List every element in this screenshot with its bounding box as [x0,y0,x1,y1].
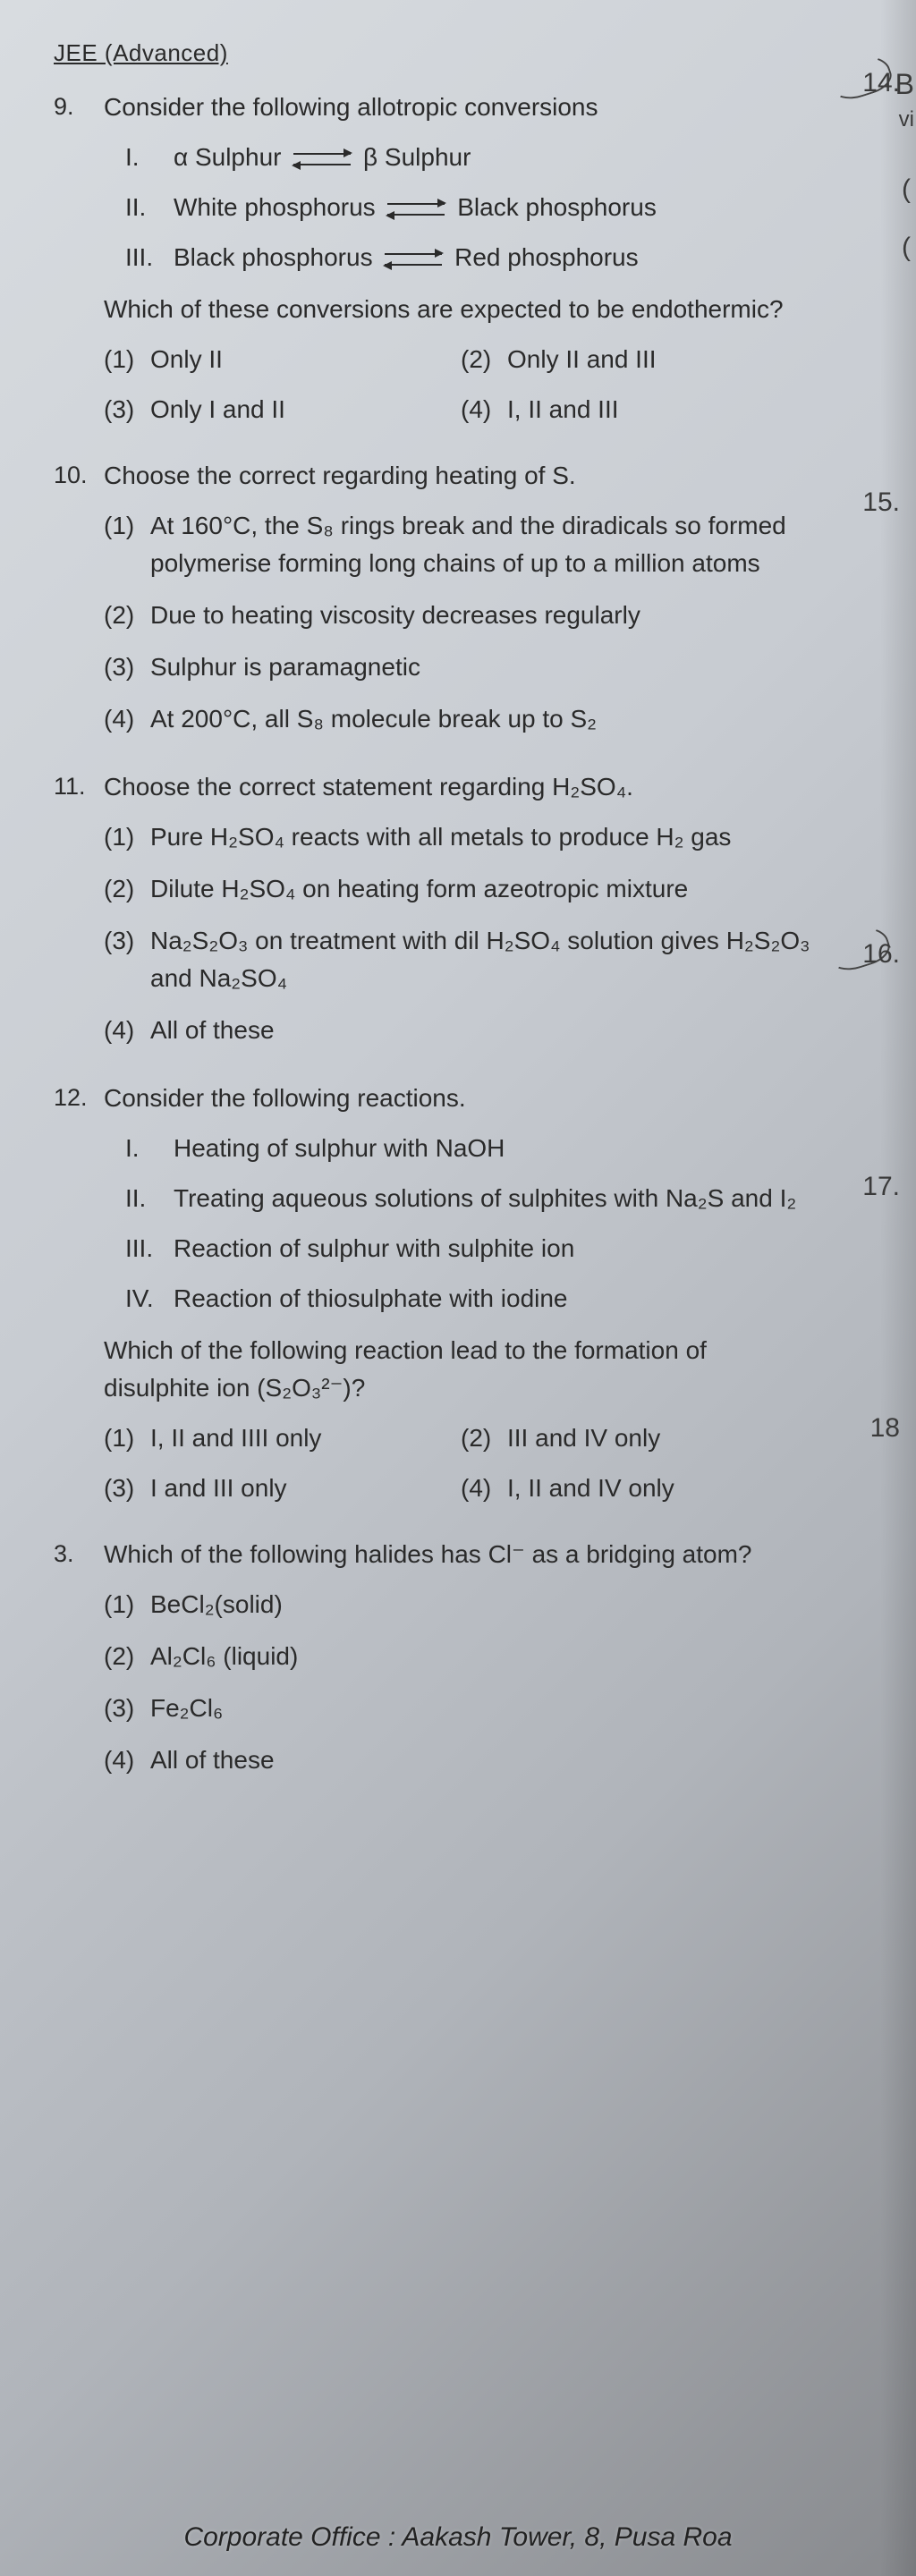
roman-item: I.Heating of sulphur with NaOH [125,1130,818,1167]
question-ask: Which of the following reaction lead to … [104,1332,818,1407]
equilibrium-arrow-icon [387,201,445,217]
option[interactable]: (2)Due to heating viscosity decreases re… [104,597,818,634]
margin-number: 15. [862,487,900,518]
option[interactable]: (1)Pure H₂SO₄ reacts with all metals to … [104,818,818,856]
page-content: JEE (Advanced) 9. Consider the following… [0,0,916,1793]
question-stem: Consider the following reactions. [104,1080,818,1117]
roman-numeral: I. [125,139,174,176]
option[interactable]: (3)Na₂S₂O₃ on treatment with dil H₂SO₄ s… [104,922,818,997]
roman-item: II. White phosphorus Black phosphorus [125,189,818,226]
margin-number: 18 [870,1413,900,1444]
question-stem: Consider the following allotropic conver… [104,89,818,126]
question-3: 3. Which of the following halides has Cl… [54,1536,889,1793]
option[interactable]: (4)All of these [104,1012,818,1049]
exam-header: JEE (Advanced) [54,36,889,71]
option[interactable]: (1)Only II [104,341,461,378]
question-stem: Choose the correct statement regarding H… [104,768,818,806]
option[interactable]: (3)Fe₂Cl₆ [104,1690,818,1727]
margin-paren: ( [902,174,911,205]
option[interactable]: (1)BeCl₂(solid) [104,1586,818,1623]
equilibrium-arrow-icon [293,151,351,167]
option[interactable]: (2)Dilute H₂SO₄ on heating form azeotrop… [104,870,818,908]
option[interactable]: (1)At 160°C, the S₈ rings break and the … [104,507,818,582]
roman-item: III. Black phosphorus Red phosphorus [125,239,818,276]
question-number: 11. [54,768,104,1063]
roman-item: II.Treating aqueous solutions of sulphit… [125,1180,818,1217]
option[interactable]: (1)I, II and IIII only [104,1419,461,1457]
roman-item: III.Reaction of sulphur with sulphite io… [125,1230,818,1267]
footer-text: Corporate Office : Aakash Tower, 8, Pusa… [0,2522,916,2553]
margin-number: 16. [862,939,900,970]
margin-text: vi [899,107,914,132]
margin-number: 17. [862,1172,900,1202]
option[interactable]: (4)All of these [104,1741,818,1779]
question-number: 3. [54,1536,104,1793]
question-10: 10. Choose the correct regarding heating… [54,457,889,752]
conversion-text: White phosphorus Black phosphorus [174,189,657,226]
question-number: 10. [54,457,104,752]
roman-numeral: II. [125,189,174,226]
question-12: 12. Consider the following reactions. I.… [54,1080,889,1520]
equilibrium-arrow-icon [385,251,442,267]
option[interactable]: (2)III and IV only [461,1419,818,1457]
margin-letter: B [895,68,914,101]
question-stem: Choose the correct regarding heating of … [104,457,818,495]
option[interactable]: (2)Only II and III [461,341,818,378]
option[interactable]: (4)I, II and III [461,391,818,428]
roman-item: IV.Reaction of thiosulphate with iodine [125,1280,818,1318]
page-shadow [880,0,916,2576]
conversion-text: α Sulphur β Sulphur [174,139,471,176]
question-number: 9. [54,89,104,441]
question-stem: Which of the following halides has Cl⁻ a… [104,1536,818,1573]
option[interactable]: (3)I and III only [104,1470,461,1507]
question-number: 12. [54,1080,104,1520]
roman-numeral: III. [125,239,174,276]
question-9: 9. Consider the following allotropic con… [54,89,889,441]
question-11: 11. Choose the correct statement regardi… [54,768,889,1063]
margin-paren: ( [902,233,911,263]
option[interactable]: (4)I, II and IV only [461,1470,818,1507]
option[interactable]: (2)Al₂Cl₆ (liquid) [104,1638,818,1675]
option[interactable]: (4)At 200°C, all S₈ molecule break up to… [104,700,818,738]
roman-item: I. α Sulphur β Sulphur [125,139,818,176]
question-ask: Which of these conversions are expected … [104,291,818,328]
conversion-text: Black phosphorus Red phosphorus [174,239,639,276]
option[interactable]: (3)Only I and II [104,391,461,428]
option[interactable]: (3)Sulphur is paramagnetic [104,648,818,686]
